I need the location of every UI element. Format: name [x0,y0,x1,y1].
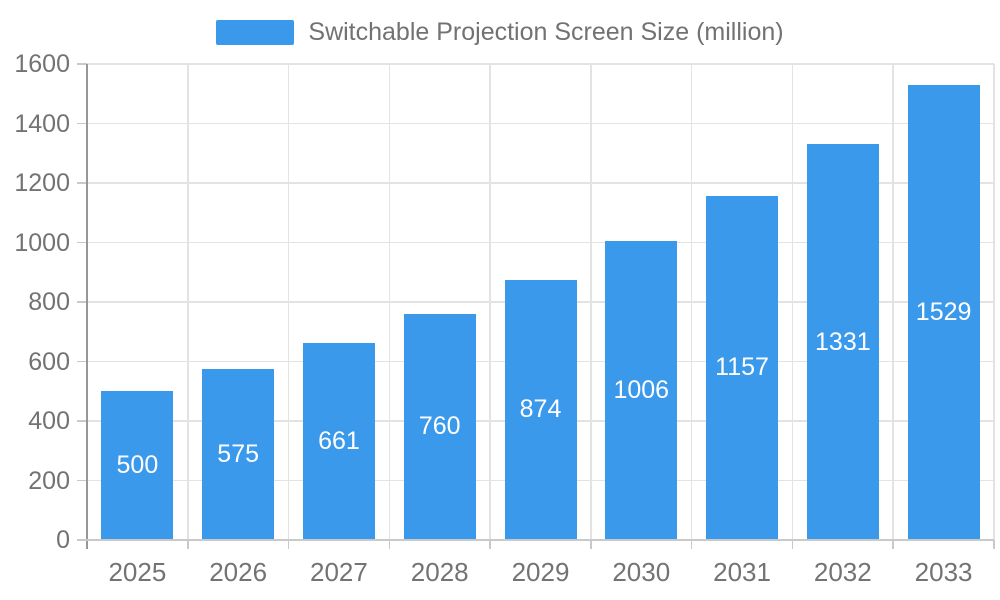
y-axis-tick-label: 800 [28,288,70,316]
y-tick [77,479,87,482]
x-axis-tick-label: 2025 [108,557,167,587]
x-axis-tick-label: 2026 [209,557,268,587]
bar-2026[interactable]: 575 [202,368,275,540]
bar-value-label: 500 [116,451,159,480]
y-tick [77,182,87,184]
bar-2029[interactable]: 874 [504,279,577,540]
x-axis-tick-label: 2033 [914,557,973,587]
x-tick [590,540,592,549]
y-tick [77,241,87,244]
y-gridline [87,63,994,65]
x-tick [892,540,894,549]
x-axis-tick-label: 2031 [713,557,771,587]
x-gridline [892,64,894,540]
x-gridline [590,64,592,540]
x-gridline [993,64,995,540]
bar-value-label: 575 [217,439,260,468]
y-gridline [87,182,994,184]
x-gridline [388,64,391,540]
y-tick [77,420,87,422]
y-axis-tick-label: 600 [28,347,70,376]
x-tick [287,540,290,549]
x-tick [187,540,189,549]
y-gridline [87,241,994,244]
x-gridline [690,64,693,540]
y-axis-tick-label: 1400 [14,109,70,138]
x-gridline [287,64,290,540]
y-axis-tick-label: 200 [28,466,70,495]
x-axis-line [77,539,994,541]
y-axis-line [86,64,88,549]
bar-value-label: 1157 [715,353,769,382]
y-tick [77,360,87,363]
x-gridline [791,64,794,540]
x-axis-tick-label: 2029 [511,557,570,587]
bar-2030[interactable]: 1006 [605,240,678,540]
y-axis-tick-label: 1000 [14,228,70,257]
bar-value-label: 661 [318,427,360,456]
x-gridline [489,64,491,540]
x-tick [791,540,794,549]
bar-value-label: 1529 [915,298,972,327]
bar-value-label: 760 [418,412,461,441]
x-axis-tick-label: 2032 [813,557,872,587]
x-tick [993,540,995,549]
y-tick [77,301,87,303]
bar-2031[interactable]: 1157 [706,195,779,540]
x-tick [690,540,693,549]
y-tick [77,63,87,65]
bar-2033[interactable]: 1529 [907,85,980,540]
y-axis-tick-label: 0 [56,526,70,554]
bar-2032[interactable]: 1331 [806,144,879,540]
y-tick [77,122,87,125]
legend-label: Switchable Projection Screen Size (milli… [308,17,784,46]
bar-value-label: 1331 [815,327,871,356]
y-axis-tick-label: 1200 [14,169,70,197]
x-tick [388,540,391,549]
x-axis-tick-label: 2027 [310,557,368,587]
y-gridline [87,122,994,125]
bar-2028[interactable]: 760 [403,313,476,540]
x-tick [489,540,491,549]
legend-swatch-icon [216,19,295,45]
x-axis-tick-label: 2028 [410,557,469,587]
y-axis-tick-label: 1600 [14,50,70,78]
bar-2027[interactable]: 661 [302,343,375,540]
x-gridline [187,64,189,540]
bar-value-label: 1006 [613,375,670,404]
legend-item[interactable]: Switchable Projection Screen Size (milli… [0,17,1000,47]
y-axis-tick-label: 400 [28,407,70,435]
bar-2025[interactable]: 500 [101,391,174,540]
bar-value-label: 874 [519,395,562,424]
x-axis-tick-label: 2030 [612,557,671,587]
